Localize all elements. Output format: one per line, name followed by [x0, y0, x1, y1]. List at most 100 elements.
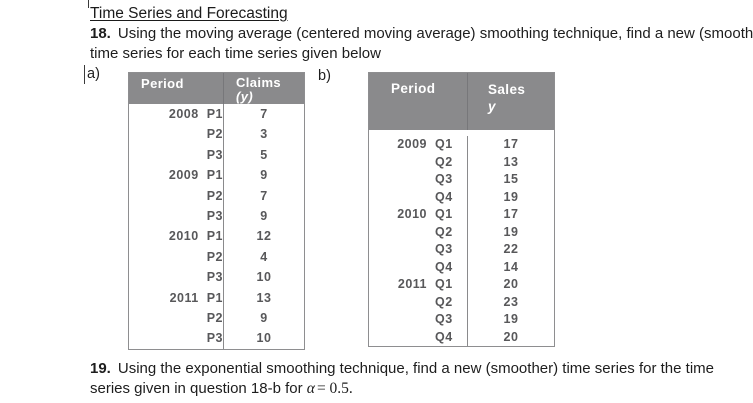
- value-cell: 17: [467, 136, 554, 154]
- value-cell: 5: [223, 144, 304, 166]
- header-cell-period: Period: [391, 81, 436, 96]
- table-row: Q2 23: [369, 293, 554, 312]
- table-claims: Period Claims (y) 2008 P1 7 P2 3 P3 5 2009 P1…: [128, 72, 305, 350]
- value-cell: 10: [223, 328, 304, 349]
- year-label: [369, 311, 427, 329]
- table-row: P3 9: [129, 205, 304, 227]
- year-label: [129, 206, 199, 226]
- value-cell: 20: [467, 328, 554, 346]
- value-cell: 3: [223, 124, 304, 145]
- period-cell: 2011 Q1: [369, 276, 467, 294]
- value-cell: 23: [467, 293, 554, 311]
- period-cell: Q3: [369, 311, 467, 329]
- year-label: [129, 145, 199, 165]
- table-row: 2011 Q1 20: [369, 276, 554, 294]
- list-label-b: b): [318, 68, 331, 84]
- question-19-line2: series given in question 18-b for α = 0.5…: [90, 379, 714, 399]
- period-cell: Q4: [369, 329, 467, 347]
- value-cell: 14: [467, 258, 554, 276]
- period-cell: Q2: [369, 224, 467, 242]
- year-label: [129, 328, 199, 348]
- subperiod-label: Q4: [435, 189, 453, 204]
- table-row: Q4 14: [369, 258, 554, 277]
- period-cell: Q2: [369, 294, 467, 312]
- alpha-value: = 0.5.: [316, 380, 353, 397]
- year-label: [369, 259, 427, 277]
- table-row: Q3 15: [369, 171, 554, 189]
- year-label: [129, 247, 199, 267]
- value-cell: 9: [223, 165, 304, 186]
- question-19-line1: 19. Using the exponential smoothing techn…: [90, 359, 714, 379]
- table-row: Q2 19: [369, 223, 554, 242]
- period-cell: 2010 P1: [129, 226, 223, 246]
- table-row: 2010 Q1 17: [369, 206, 554, 224]
- table-row: P3 10: [129, 328, 304, 349]
- alpha-expression: α = 0.5.: [307, 380, 353, 397]
- subperiod-label: P3: [206, 208, 223, 223]
- table-row: 2011 P1 13: [129, 287, 304, 308]
- year-label: [369, 294, 427, 312]
- subperiod-label: P1: [206, 107, 223, 121]
- subperiod-label: P2: [206, 310, 223, 325]
- year-label: [129, 124, 199, 144]
- subperiod-label: Q1: [435, 207, 453, 221]
- period-cell: P3: [129, 206, 223, 226]
- subperiod-label: P1: [206, 168, 223, 183]
- subperiod-label: Q2: [435, 154, 453, 169]
- table-row: P2 3: [129, 124, 304, 145]
- table-header-row: Period Sales y: [369, 73, 554, 130]
- table-body: 2008 P1 7 P2 3 P3 5 2009 P1 9 P2 7 P3 9 2010 P1 12…: [129, 104, 304, 349]
- value-cell: 9: [223, 307, 304, 329]
- period-cell: Q4: [369, 259, 467, 277]
- table-sales: Period Sales y 2009 Q1 17 Q2 13 Q3 15 Q4 19 2…: [368, 72, 555, 347]
- table-row: Q4 19: [369, 188, 554, 207]
- period-cell: P2: [129, 308, 223, 328]
- period-cell: P3: [129, 328, 223, 348]
- table-row: Q3 22: [369, 241, 554, 259]
- table-body: 2009 Q1 17 Q2 13 Q3 15 Q4 19 2010 Q1 17 Q2 19 Q3…: [369, 130, 554, 346]
- subperiod-label: Q2: [435, 224, 453, 239]
- period-cell: 2009 Q1: [369, 136, 467, 154]
- header-claims-y-symbol: (y): [236, 89, 254, 104]
- period-cell: Q3: [369, 171, 467, 189]
- subperiod-label: Q3: [435, 172, 453, 186]
- table-row: P3 5: [129, 144, 304, 166]
- header-cell-period: Period: [141, 76, 184, 91]
- table-header-row: Period Claims (y): [129, 73, 304, 104]
- year-label: [369, 154, 427, 172]
- value-cell: 19: [467, 223, 554, 241]
- subperiod-label: Q2: [435, 294, 453, 309]
- table-row: 2009 P1 9: [129, 165, 304, 186]
- header-claims-label: Claims: [236, 75, 282, 90]
- year-label: [129, 308, 199, 328]
- question-19-text-continued: series given in question 18-b for: [90, 380, 307, 397]
- table-row: P2 4: [129, 246, 304, 268]
- year-label: 2011: [169, 290, 199, 305]
- value-cell: 17: [467, 206, 554, 224]
- year-label: 2010: [168, 229, 199, 244]
- question-18-line1: 18. Using the moving average (centered mo…: [90, 24, 753, 44]
- period-cell: 2009 P1: [129, 165, 223, 185]
- subperiod-label: Q1: [435, 277, 453, 291]
- subperiod-label: P3: [206, 270, 223, 285]
- table-row: P2 9: [129, 307, 304, 329]
- value-cell: 7: [223, 104, 304, 125]
- subperiod-label: Q1: [435, 137, 453, 151]
- subperiod-label: P3: [206, 331, 223, 346]
- table-row: Q4 20: [369, 328, 554, 347]
- value-cell: 19: [467, 188, 554, 206]
- header-sales-label: Sales: [488, 82, 526, 97]
- question-18-line2: time series for each time series given b…: [90, 45, 381, 62]
- year-label: 2009: [168, 168, 199, 183]
- period-cell: Q4: [369, 189, 467, 207]
- value-cell: 15: [467, 171, 554, 189]
- period-cell: Q2: [369, 154, 467, 172]
- list-label-a: a): [87, 66, 100, 82]
- value-cell: 4: [223, 246, 304, 268]
- year-label: [369, 171, 427, 189]
- table-row: Q3 19: [369, 311, 554, 329]
- year-label: [129, 186, 199, 206]
- year-label: [369, 241, 427, 259]
- question-number: 18.: [90, 25, 111, 42]
